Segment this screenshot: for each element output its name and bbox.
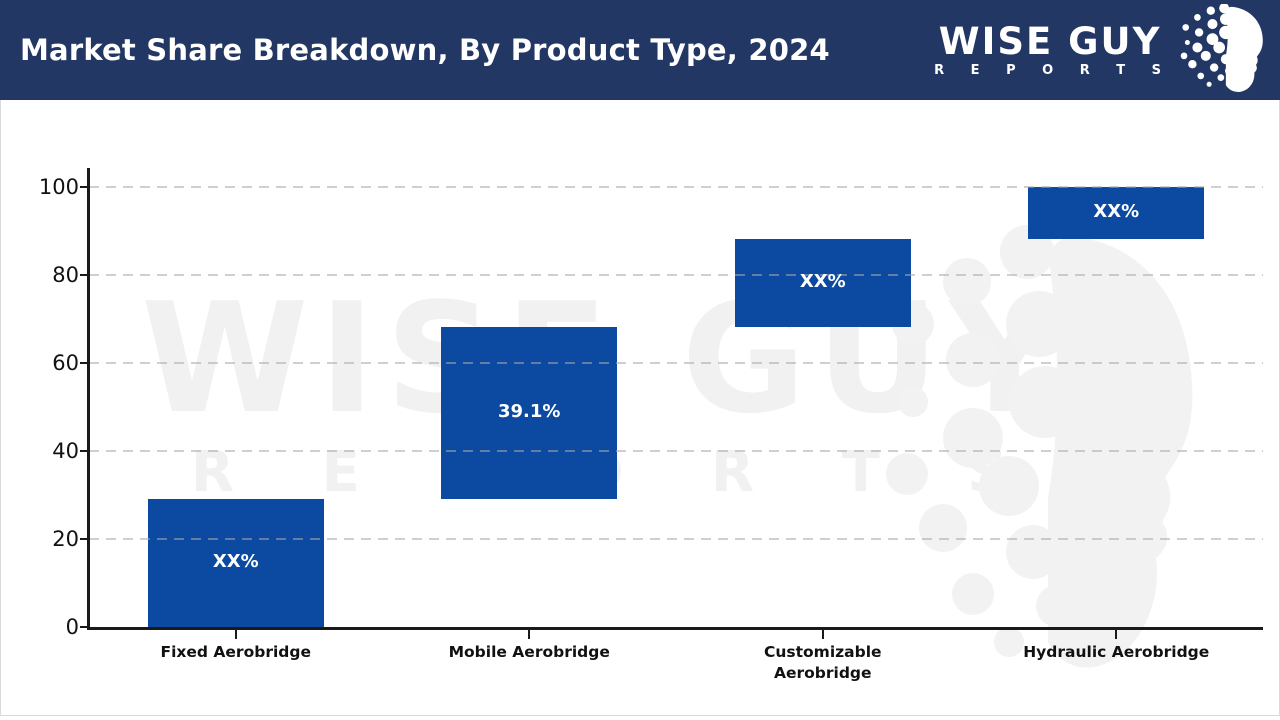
x-category-label-1: Fixed Aerobridge (160, 643, 311, 661)
header: Market Share Breakdown, By Product Type,… (0, 0, 1280, 100)
chart-area: WISE GUY R E P O R T S 020406080100XX%Fi… (0, 100, 1280, 716)
y-tick-mark-60 (80, 362, 88, 364)
brand-name: WISE GUY (938, 19, 1162, 63)
x-category-label-4: Hydraulic Aerobridge (1023, 643, 1210, 661)
y-tick-mark-40 (80, 450, 88, 452)
brand-logo: WISE GUY R E P O R T S (928, 4, 1266, 96)
y-tick-mark-20 (80, 538, 88, 540)
y-tick-label-80: 80 (52, 263, 79, 287)
page-title: Market Share Breakdown, By Product Type,… (20, 33, 830, 67)
bar-value-label-4: XX% (1093, 200, 1140, 222)
wiseguy-face-icon (1180, 4, 1263, 92)
x-category-label-2: Mobile Aerobridge (448, 643, 610, 661)
y-tick-label-0: 0 (65, 615, 79, 639)
gridline-40 (89, 450, 1263, 452)
x-axis-line (87, 627, 1263, 630)
y-axis-line (87, 168, 90, 630)
y-tick-label-40: 40 (52, 439, 79, 463)
x-tick-mark-2 (528, 630, 531, 639)
brand-logo-text: WISE GUY R E P O R T S (928, 23, 1172, 78)
bar-value-label-2: 39.1% (498, 401, 561, 423)
y-tick-mark-80 (80, 274, 88, 276)
y-tick-label-20: 20 (52, 527, 79, 551)
chart-canvas: WISE GUY R E P O R T S 020406080100XX%Fi… (1, 100, 1279, 715)
x-tick-mark-1 (234, 630, 237, 639)
gridline-60 (89, 362, 1263, 364)
bar-value-label-1: XX% (212, 551, 259, 573)
bar-4 (1028, 187, 1205, 239)
y-tick-label-60: 60 (52, 351, 79, 375)
x-tick-mark-4 (1115, 630, 1118, 639)
gridline-100 (89, 186, 1263, 188)
x-category-label-3: Customizable Aerobridge (763, 643, 882, 682)
brand-subname: R E P O R T S (934, 62, 1172, 78)
bar-2 (441, 327, 618, 500)
y-tick-mark-0 (80, 626, 88, 628)
y-tick-label-100: 100 (38, 175, 79, 199)
gridline-20 (89, 538, 1263, 540)
gridline-80 (89, 274, 1263, 276)
y-tick-mark-100 (80, 186, 88, 188)
bar-value-label-3: XX% (799, 271, 846, 293)
bar-1 (147, 499, 324, 627)
bar-3 (734, 238, 911, 328)
x-tick-mark-3 (821, 630, 824, 639)
